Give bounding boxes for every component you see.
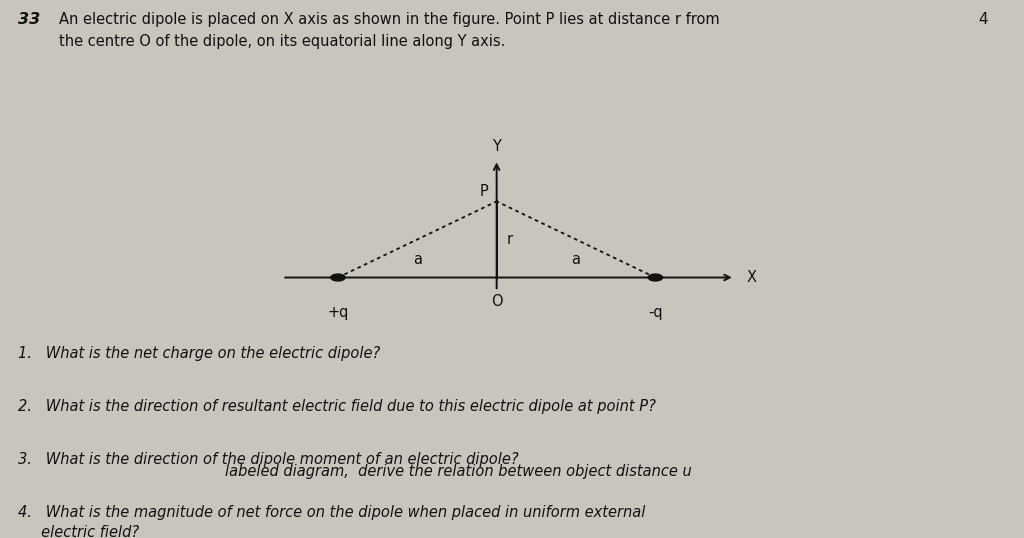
Text: 2.   What is the direction of resultant electric field due to this electric dipo: 2. What is the direction of resultant el… — [18, 399, 656, 414]
Text: a: a — [571, 252, 581, 267]
Text: P: P — [479, 184, 488, 199]
Circle shape — [648, 274, 663, 281]
Text: a: a — [413, 252, 422, 267]
Text: 4: 4 — [979, 12, 988, 27]
Text: 1.   What is the net charge on the electric dipole?: 1. What is the net charge on the electri… — [18, 346, 381, 362]
Text: r: r — [507, 232, 513, 247]
Text: Y: Y — [493, 139, 501, 154]
Text: 3.   What is the direction of the dipole moment of an electric dipole?: 3. What is the direction of the dipole m… — [18, 452, 519, 468]
Circle shape — [331, 274, 345, 281]
Text: -q: -q — [648, 305, 663, 320]
Text: An electric dipole is placed on X axis as shown in the figure. Point P lies at d: An electric dipole is placed on X axis a… — [59, 12, 720, 49]
Text: labeled diagram,  derive the relation between object distance u: labeled diagram, derive the relation bet… — [225, 464, 692, 479]
Text: +q: +q — [328, 305, 348, 320]
Text: 33: 33 — [18, 12, 41, 27]
Text: X: X — [748, 270, 757, 285]
Text: 4.   What is the magnitude of net force on the dipole when placed in uniform ext: 4. What is the magnitude of net force on… — [18, 505, 646, 538]
Text: O: O — [490, 294, 503, 309]
